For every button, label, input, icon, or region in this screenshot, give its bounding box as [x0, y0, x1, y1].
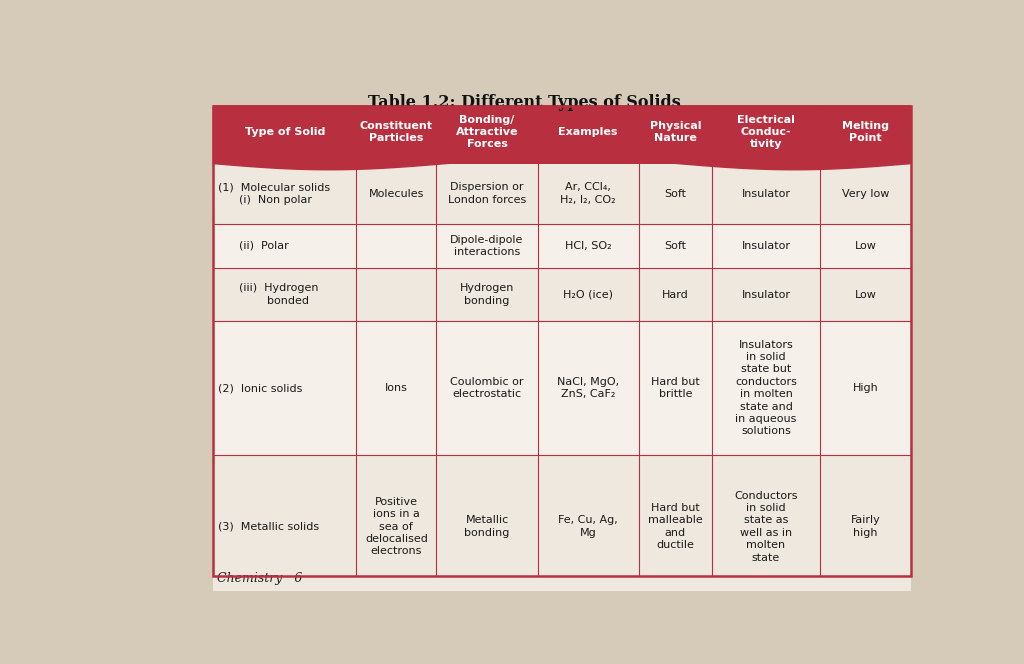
Text: Hard but
brittle: Hard but brittle: [651, 377, 699, 399]
Polygon shape: [213, 106, 910, 170]
Text: (ii)  Polar: (ii) Polar: [218, 241, 289, 251]
Text: Ions: Ions: [385, 383, 408, 393]
Text: Positive
ions in a
sea of
delocalised
electrons: Positive ions in a sea of delocalised el…: [365, 497, 428, 556]
Text: Molecules: Molecules: [369, 189, 424, 199]
Text: Examples: Examples: [558, 127, 617, 137]
Text: Bonding/
Attractive
Forces: Bonding/ Attractive Forces: [456, 115, 518, 149]
Text: (3)  Metallic solids: (3) Metallic solids: [218, 522, 319, 532]
Text: Metallic
bonding: Metallic bonding: [464, 515, 510, 538]
Text: Ar, CCl₄,
H₂, I₂, CO₂: Ar, CCl₄, H₂, I₂, CO₂: [560, 183, 616, 205]
Text: H₂O (ice): H₂O (ice): [563, 290, 613, 299]
Text: Hard: Hard: [662, 290, 689, 299]
Text: Hydrogen
bonding: Hydrogen bonding: [460, 284, 514, 305]
Text: Hard but
malleable
and
ductile: Hard but malleable and ductile: [648, 503, 702, 550]
Text: Low: Low: [854, 290, 877, 299]
Text: Electrical
Conduc-
tivity: Electrical Conduc- tivity: [737, 115, 795, 149]
Text: NaCl, MgO,
ZnS, CaF₂: NaCl, MgO, ZnS, CaF₂: [557, 377, 620, 399]
Bar: [213, 106, 910, 576]
Text: (2)  Ionic solids: (2) Ionic solids: [218, 383, 302, 393]
Text: Insulator: Insulator: [741, 189, 791, 199]
Text: Fe, Cu, Ag,
Mg: Fe, Cu, Ag, Mg: [558, 515, 618, 538]
Bar: [213, 224, 910, 268]
Text: (1)  Molecular solids
      (i)  Non polar: (1) Molecular solids (i) Non polar: [218, 183, 330, 205]
Text: Melting
Point: Melting Point: [842, 121, 889, 143]
Text: Dipole-dipole
interactions: Dipole-dipole interactions: [451, 235, 523, 257]
Text: Constituent
Particles: Constituent Particles: [359, 121, 433, 143]
Text: Fairly
high: Fairly high: [851, 515, 881, 538]
Text: Insulators
in solid
state but
conductors
in molten
state and
in aqueous
solution: Insulators in solid state but conductors…: [735, 340, 797, 436]
Text: Very low: Very low: [842, 189, 889, 199]
Text: Physical
Nature: Physical Nature: [649, 121, 701, 143]
Text: High: High: [853, 383, 879, 393]
Text: HCl, SO₂: HCl, SO₂: [565, 241, 611, 251]
Text: Insulator: Insulator: [741, 241, 791, 251]
Text: (iii)  Hydrogen
              bonded: (iii) Hydrogen bonded: [218, 284, 318, 305]
Text: Type of Solid: Type of Solid: [245, 127, 325, 137]
Text: Coulombic or
electrostatic: Coulombic or electrostatic: [451, 377, 523, 399]
Text: Soft: Soft: [665, 189, 686, 199]
Bar: [213, 268, 910, 321]
Text: Soft: Soft: [665, 241, 686, 251]
Text: Low: Low: [854, 241, 877, 251]
Bar: [213, 456, 910, 598]
Text: Table 1.2: Different Types of Solids: Table 1.2: Different Types of Solids: [369, 94, 681, 112]
Text: Conductors
in solid
state as
well as in
molten
state: Conductors in solid state as well as in …: [734, 491, 798, 562]
Bar: [213, 106, 910, 163]
Bar: [213, 163, 910, 224]
Bar: [213, 321, 910, 456]
Text: Insulator: Insulator: [741, 290, 791, 299]
Text: Dispersion or
London forces: Dispersion or London forces: [447, 183, 526, 205]
Text: Chemistry   6: Chemistry 6: [217, 572, 302, 585]
Bar: [213, 106, 910, 576]
